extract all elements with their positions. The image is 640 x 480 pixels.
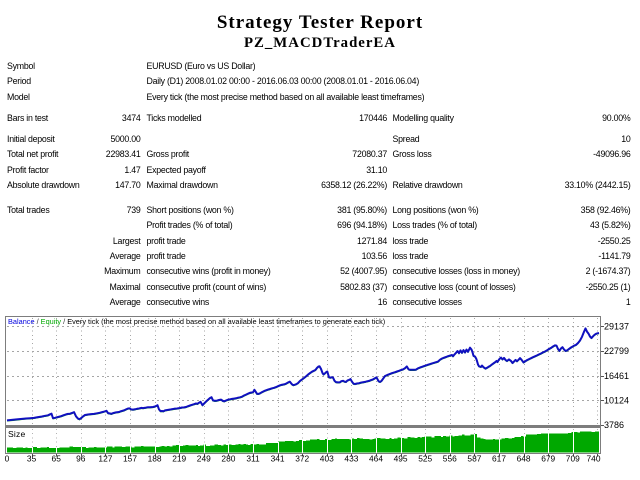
svg-text:464: 464 <box>369 454 383 464</box>
svg-text:556: 556 <box>443 454 457 464</box>
svg-text:709: 709 <box>566 454 580 464</box>
svg-text:495: 495 <box>394 454 408 464</box>
svg-text:249: 249 <box>197 454 211 464</box>
svg-text:372: 372 <box>295 454 309 464</box>
svg-text:65: 65 <box>52 454 62 464</box>
svg-text:617: 617 <box>492 454 506 464</box>
svg-text:648: 648 <box>517 454 531 464</box>
svg-text:3786: 3786 <box>604 420 624 430</box>
svg-text:35: 35 <box>27 454 37 464</box>
svg-text:403: 403 <box>320 454 334 464</box>
svg-text:740: 740 <box>587 454 601 464</box>
svg-text:219: 219 <box>172 454 186 464</box>
svg-text:0: 0 <box>5 454 10 464</box>
svg-text:96: 96 <box>76 454 86 464</box>
svg-text:433: 433 <box>344 454 358 464</box>
svg-text:22799: 22799 <box>604 346 629 356</box>
svg-text:10124: 10124 <box>604 395 629 405</box>
svg-text:341: 341 <box>271 454 285 464</box>
svg-text:525: 525 <box>418 454 432 464</box>
svg-text:16461: 16461 <box>604 371 629 381</box>
svg-text:280: 280 <box>221 454 235 464</box>
svg-text:679: 679 <box>541 454 555 464</box>
svg-text:311: 311 <box>246 454 260 464</box>
svg-text:188: 188 <box>148 454 162 464</box>
svg-text:29137: 29137 <box>604 322 629 332</box>
svg-text:587: 587 <box>467 454 481 464</box>
svg-text:127: 127 <box>98 454 112 464</box>
svg-text:157: 157 <box>123 454 137 464</box>
